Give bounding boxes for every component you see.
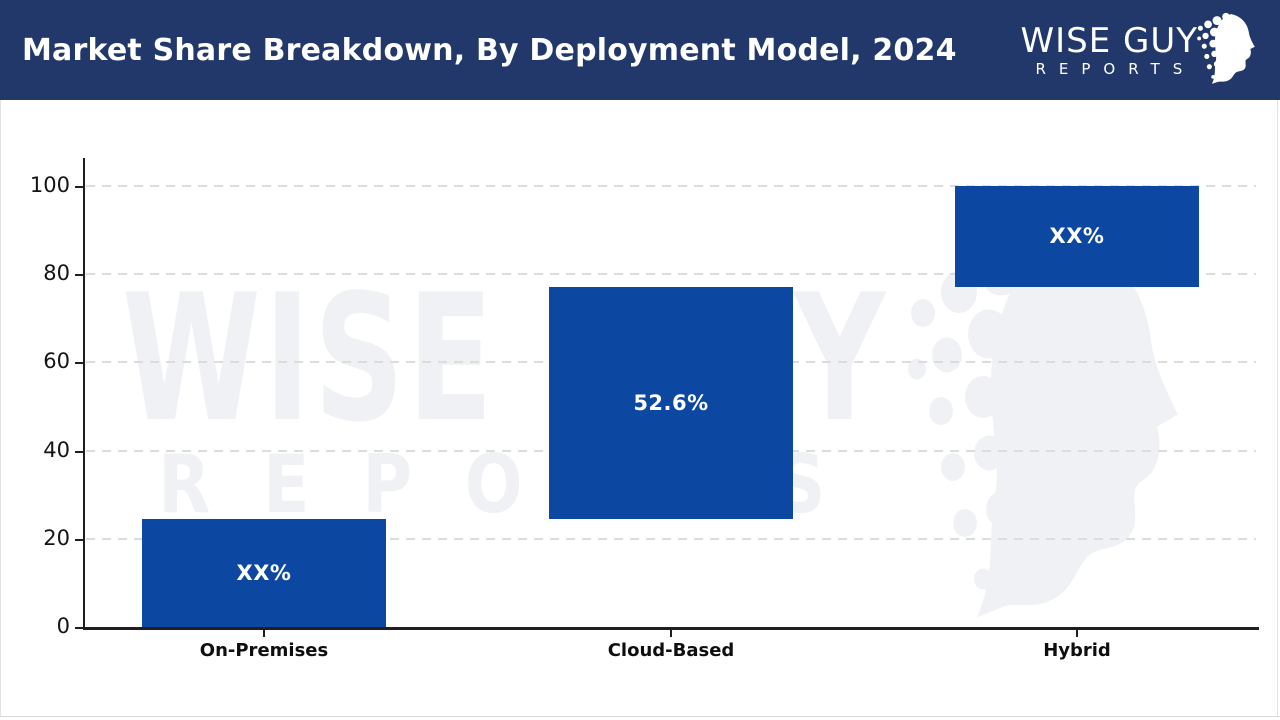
y-tick [75, 274, 83, 277]
page-title: Market Share Breakdown, By Deployment Mo… [22, 32, 957, 68]
x-axis-label: On-Premises [199, 640, 329, 661]
x-tick [263, 630, 265, 637]
y-tick-label: 80 [43, 261, 70, 286]
x-axis-label: Hybrid [1043, 640, 1111, 661]
frame-left-border [0, 100, 1, 716]
logo-head-icon [1197, 12, 1255, 84]
gridline [86, 185, 1256, 187]
y-tick [75, 450, 83, 453]
x-tick [670, 630, 672, 637]
logo-text: WISE GUY REPORTS [1020, 24, 1198, 77]
bar-cloud-based: 52.6% [549, 286, 793, 519]
bar-hybrid: XX% [955, 186, 1199, 287]
y-tick-label: 60 [43, 349, 70, 374]
frame-bottom-border [0, 716, 1280, 717]
logo-wordmark: WISE GUY [1020, 20, 1198, 61]
bar-on-premises: XX% [142, 518, 386, 627]
wiseguy-logo: WISE GUY REPORTS [1020, 11, 1258, 89]
y-axis-spine [83, 158, 85, 627]
header-bar: Market Share Breakdown, By Deployment Mo… [0, 0, 1280, 100]
y-tick [75, 627, 83, 629]
gridline [86, 273, 1256, 276]
y-tick [75, 186, 83, 188]
bar-value-label: 52.6% [633, 390, 709, 415]
y-tick-label: 100 [29, 173, 70, 197]
x-axis-label: Cloud-Based [607, 640, 735, 661]
bar-value-label: XX% [1049, 224, 1105, 249]
y-tick-label: 20 [43, 525, 70, 550]
y-tick [75, 362, 83, 365]
gridline [86, 537, 1256, 540]
y-tick [75, 538, 83, 541]
frame-right-border [1277, 100, 1278, 716]
x-tick [1076, 630, 1078, 637]
x-axis-line [83, 627, 1259, 630]
y-tick-label: 40 [43, 437, 70, 462]
y-tick-label: 0 [56, 614, 70, 638]
logo-subtitle: REPORTS [1035, 59, 1196, 78]
bar-value-label: XX% [236, 560, 292, 585]
